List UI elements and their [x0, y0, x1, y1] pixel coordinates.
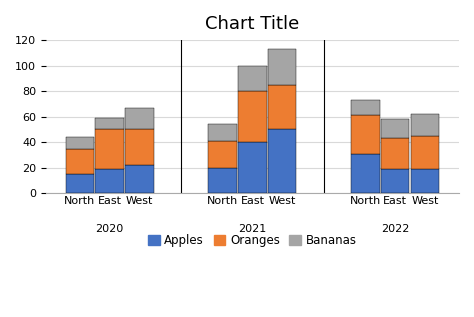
- Bar: [268, 49, 296, 85]
- Bar: [95, 129, 124, 169]
- Bar: [381, 119, 410, 138]
- Bar: [209, 168, 237, 193]
- Bar: [268, 129, 296, 193]
- Bar: [268, 85, 296, 129]
- Bar: [65, 137, 94, 148]
- Bar: [411, 169, 439, 193]
- Bar: [95, 118, 124, 129]
- Bar: [125, 108, 154, 129]
- Bar: [411, 136, 439, 169]
- Bar: [411, 114, 439, 136]
- Text: 2021: 2021: [238, 224, 266, 234]
- Bar: [381, 138, 410, 169]
- Bar: [351, 100, 380, 115]
- Text: 2022: 2022: [381, 224, 410, 234]
- Bar: [351, 154, 380, 193]
- Bar: [65, 174, 94, 193]
- Text: 2020: 2020: [95, 224, 124, 234]
- Bar: [238, 91, 266, 142]
- Bar: [209, 141, 237, 168]
- Bar: [238, 66, 266, 91]
- Bar: [125, 165, 154, 193]
- Bar: [381, 169, 410, 193]
- Bar: [65, 148, 94, 174]
- Bar: [351, 115, 380, 154]
- Bar: [209, 124, 237, 141]
- Bar: [95, 169, 124, 193]
- Bar: [125, 129, 154, 165]
- Title: Chart Title: Chart Title: [205, 15, 300, 33]
- Legend: Apples, Oranges, Bananas: Apples, Oranges, Bananas: [143, 230, 362, 252]
- Bar: [238, 142, 266, 193]
